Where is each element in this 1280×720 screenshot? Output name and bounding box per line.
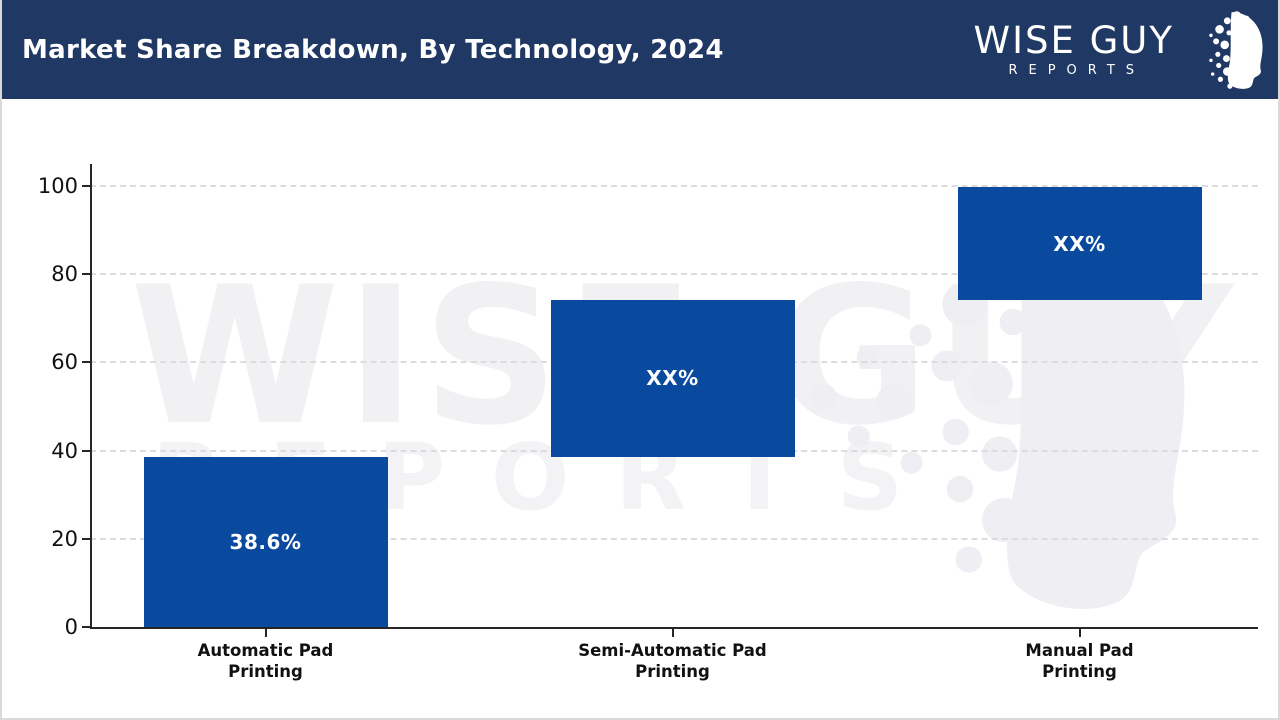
x-axis-line: [90, 627, 1258, 629]
wiseguy-logo-text: WISE GUY REPORTS: [973, 19, 1174, 79]
bar-value-label-0: 38.6%: [229, 529, 302, 554]
wiseguy-logo: WISE GUY REPORTS: [974, 4, 1270, 96]
header-band: Market Share Breakdown, By Technology, 2…: [2, 0, 1278, 99]
logo-head-icon: [1209, 10, 1263, 89]
x-axis-tick-1: [671, 629, 674, 637]
logo-wordmark: WISE GUY: [973, 19, 1174, 62]
logo-subtitle: REPORTS: [1008, 63, 1146, 78]
y-axis-tick-80: [82, 273, 90, 276]
bar-2: XX%: [957, 187, 1202, 300]
gridline-20: [90, 537, 1258, 540]
bar-value-label-1: XX%: [646, 366, 699, 391]
y-axis-tick-0: [82, 626, 90, 628]
y-axis-label-20: 20: [51, 526, 78, 551]
bar-1: XX%: [550, 299, 795, 457]
gridline-80: [90, 273, 1258, 276]
y-axis-label-80: 80: [51, 262, 78, 287]
y-axis-label-60: 60: [51, 350, 78, 375]
bar-0: 38.6%: [143, 456, 388, 627]
y-axis-label-0: 0: [64, 615, 78, 639]
y-axis-line: [90, 164, 92, 629]
y-axis-label-40: 40: [51, 438, 78, 463]
y-axis-tick-40: [82, 449, 90, 452]
x-axis-category-label-1: Semi-Automatic Pad Printing: [578, 641, 767, 681]
x-axis-category-label-2: Manual Pad Printing: [1025, 641, 1134, 681]
y-axis-tick-20: [82, 537, 90, 540]
x-axis-tick-2: [1078, 629, 1081, 637]
bar-value-label-2: XX%: [1053, 231, 1106, 256]
y-axis-tick-100: [82, 185, 90, 187]
x-axis-category-label-0: Automatic Pad Printing: [197, 641, 334, 681]
gridline-100: [90, 185, 1258, 187]
x-axis-tick-0: [264, 629, 267, 637]
y-axis-tick-60: [82, 361, 90, 364]
chart-title: Market Share Breakdown, By Technology, 2…: [22, 34, 724, 65]
y-axis-label-100: 100: [37, 174, 78, 198]
